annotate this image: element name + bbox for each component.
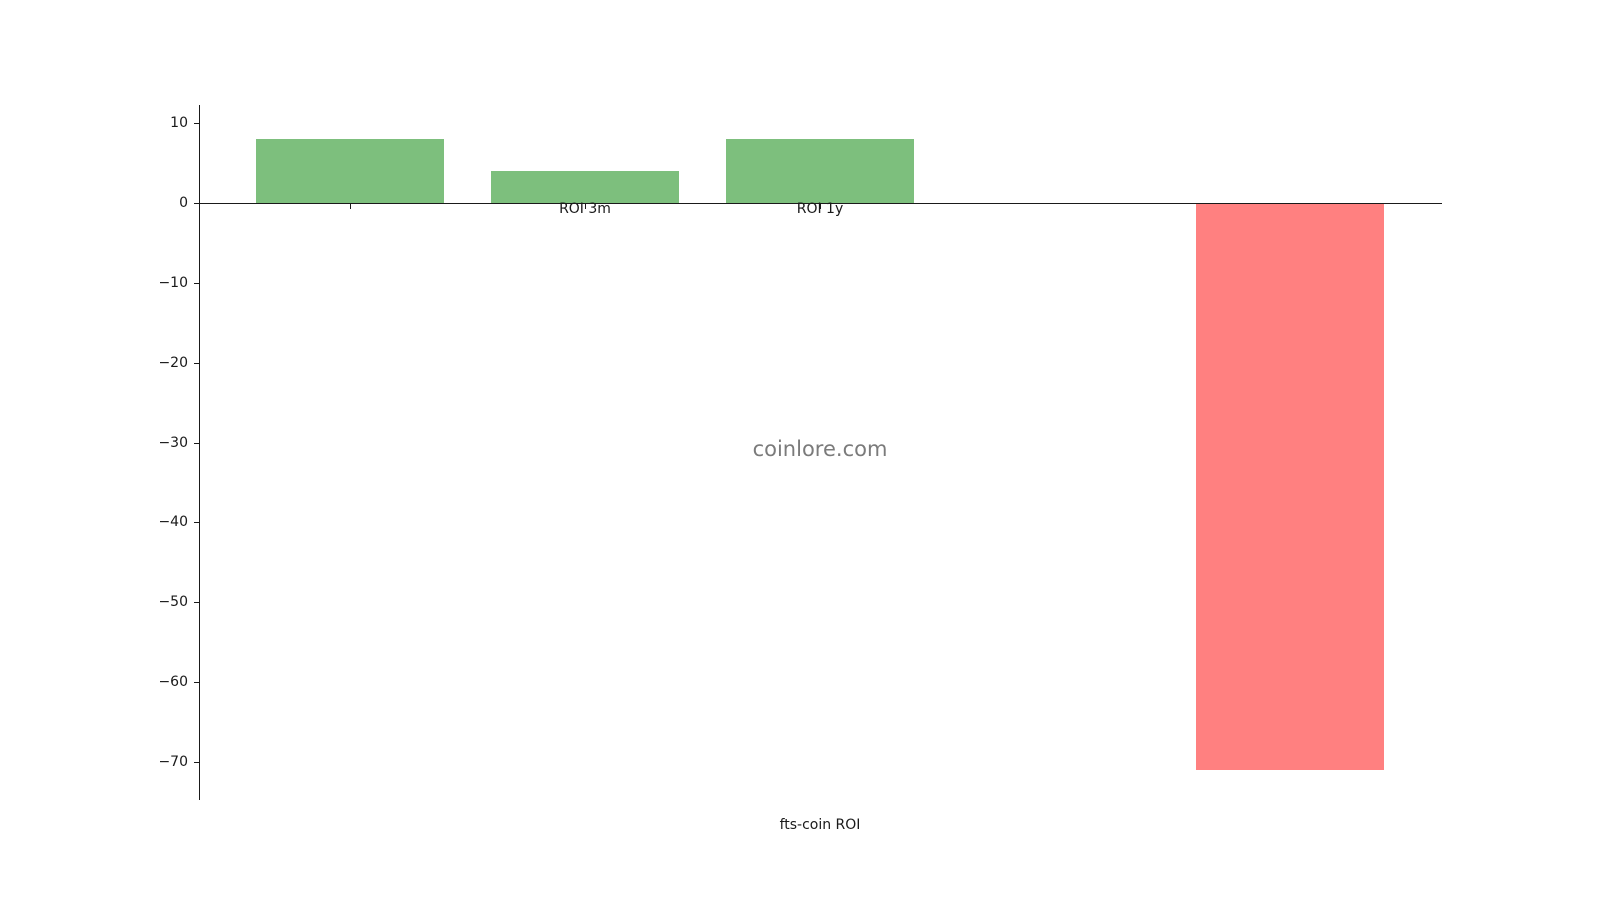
watermark: coinlore.com [752, 437, 888, 461]
y-tick [194, 762, 199, 764]
x-tick [350, 204, 351, 209]
y-tick-label: −50 [158, 594, 188, 611]
y-tick-label: −30 [158, 434, 188, 451]
y-tick-label: −70 [158, 754, 188, 771]
y-tick [194, 522, 199, 524]
y-tick [194, 442, 199, 444]
y-tick-label: 0 [179, 195, 188, 211]
y-axis-spine [199, 104, 200, 800]
x-tick [820, 204, 821, 209]
y-tick [194, 123, 199, 125]
y-tick [194, 362, 199, 364]
bar [256, 139, 444, 203]
chart-title: fts-coin ROI [779, 817, 861, 833]
y-tick [194, 602, 199, 604]
x-tick-label: ROI 1y [796, 201, 844, 217]
y-tick-label: −10 [158, 274, 188, 291]
y-tick-label: 10 [170, 115, 188, 132]
x-tick [585, 204, 586, 209]
y-tick [194, 282, 199, 284]
bar [491, 171, 679, 203]
x-axis-line [199, 203, 1442, 204]
bar [726, 139, 914, 203]
bar [1196, 203, 1384, 770]
y-tick [194, 203, 199, 204]
y-tick-label: −20 [158, 354, 188, 371]
y-tick-label: −60 [158, 674, 188, 691]
y-tick-label: −40 [158, 514, 188, 531]
x-tick-label: ROI 3m [559, 201, 611, 217]
y-tick [194, 682, 199, 684]
